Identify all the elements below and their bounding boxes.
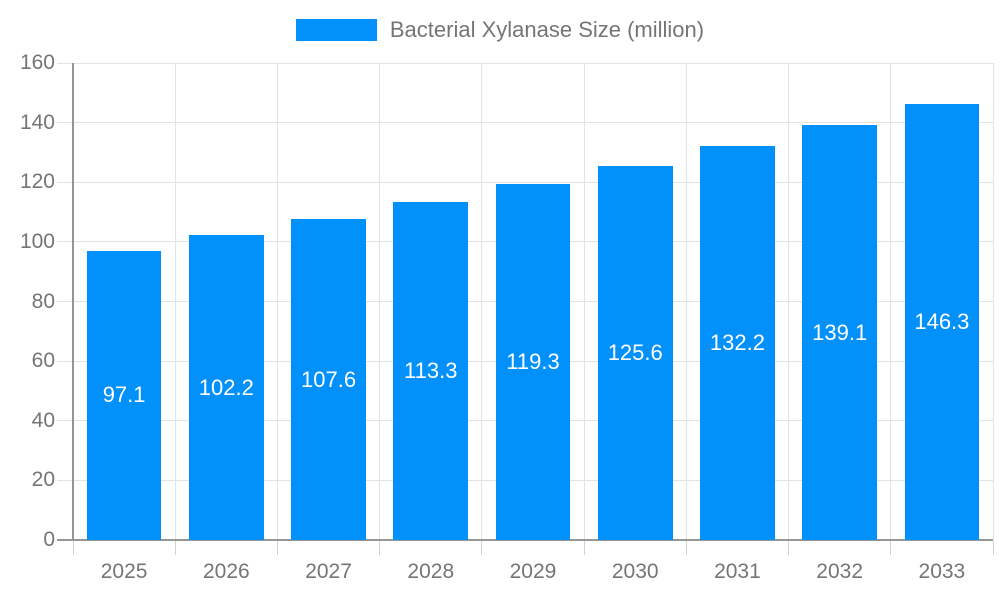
y-axis-tick-label: 160	[19, 51, 55, 74]
bar-value-label: 119.3	[506, 349, 560, 375]
y-axis-tick-label: 100	[19, 229, 55, 253]
bar-2032	[802, 125, 877, 540]
y-axis-tick-label: 140	[19, 110, 55, 134]
bar-2030	[597, 165, 673, 540]
bar-value-label: 139.1	[812, 319, 868, 345]
x-axis-tick-label: 2029	[509, 560, 557, 583]
x-axis-tick-label: 2030	[611, 560, 659, 583]
bar-value-label: 132.2	[709, 329, 765, 355]
x-axis-tick	[890, 541, 892, 555]
bar-2026	[189, 235, 264, 540]
x-axis-tick	[992, 541, 994, 555]
gridline-v	[583, 63, 585, 540]
gridline-v	[379, 63, 381, 540]
x-axis-tick-label: 2032	[816, 560, 864, 583]
gridline-h	[57, 122, 993, 124]
x-axis-tick	[379, 541, 381, 555]
x-axis-tick-label: 2028	[407, 560, 455, 583]
x-axis-tick	[481, 541, 483, 555]
y-axis-tick-label: 60	[31, 349, 55, 373]
bar-2033	[904, 103, 980, 540]
bar-2029	[495, 184, 571, 540]
gridline-v	[174, 63, 176, 540]
gridline-v	[788, 63, 790, 540]
x-axis-tick	[174, 541, 176, 555]
x-axis-tick	[583, 541, 585, 555]
y-axis-line	[72, 63, 74, 540]
gridline-v	[276, 63, 278, 540]
x-axis-tick-label: 2026	[202, 560, 250, 583]
plot-area: 97.1 102.2 107.6 113.3 119.3 125.6 132.2 139.1 1…	[57, 62, 994, 541]
gridline-v	[481, 63, 483, 540]
bar-value-label: 97.1	[102, 382, 146, 408]
x-axis-tick	[276, 541, 278, 555]
x-axis-tick	[788, 541, 790, 555]
bar-value-label: 113.3	[404, 358, 458, 384]
bar-2025	[86, 250, 162, 540]
x-axis-tick-label: 2025	[100, 560, 148, 583]
x-axis-tick	[72, 541, 74, 555]
gridline-h	[57, 181, 993, 183]
x-axis-tick	[685, 541, 687, 555]
y-axis-tick-label: 80	[31, 289, 55, 313]
y-axis-tick-label: 20	[31, 468, 55, 492]
gridline-v	[992, 63, 994, 540]
bar-value-label: 125.6	[607, 339, 663, 365]
bar-value-label: 102.2	[198, 374, 254, 400]
bar-2031	[700, 145, 775, 540]
y-axis-tick-label: 0	[43, 528, 55, 551]
x-axis-tick-label: 2031	[714, 560, 761, 583]
gridline-v	[890, 63, 892, 540]
x-axis-tick-label: 2033	[918, 560, 966, 583]
legend[interactable]: Bacterial Xylanase Size (million)	[0, 17, 1000, 43]
bar-value-label: 146.3	[914, 308, 970, 334]
legend-label: Bacterial Xylanase Size (million)	[389, 17, 705, 42]
bar-2027	[291, 219, 366, 540]
gridline-h	[57, 62, 993, 64]
legend-swatch	[295, 19, 377, 41]
bar-2028	[393, 202, 469, 540]
gridline-v	[685, 63, 687, 540]
bar-value-label: 107.6	[301, 366, 357, 392]
y-axis-tick-label: 120	[19, 170, 55, 194]
y-axis-tick-label: 40	[31, 408, 55, 432]
x-axis-tick-label: 2027	[305, 560, 352, 583]
x-axis-line	[57, 539, 993, 541]
